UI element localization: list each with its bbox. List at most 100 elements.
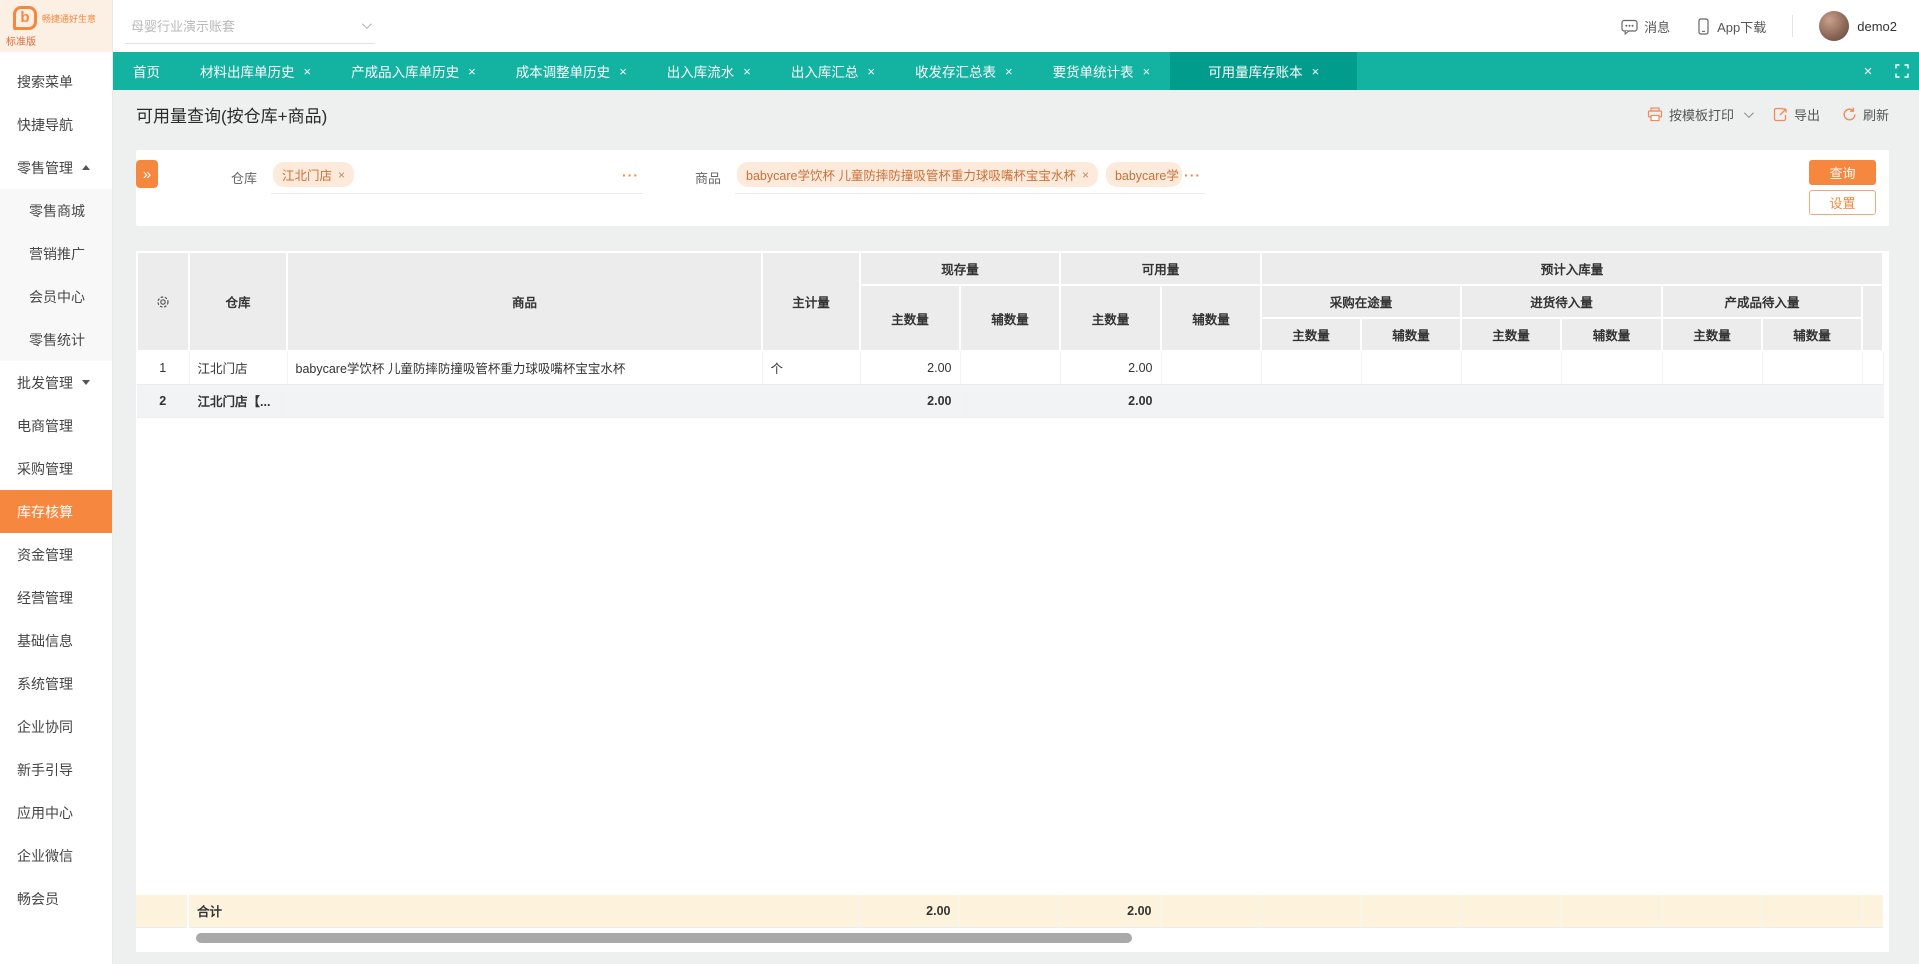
sidebar-item-retail-mall[interactable]: 零售商城 [0, 189, 112, 232]
cell-available-main-qty: 2.00 [1060, 384, 1162, 418]
header-finished-pending-aux-qty: 辅数量 [1761, 317, 1864, 352]
tab-material-outbound-history[interactable]: 材料出库单历史 × [180, 52, 331, 90]
phone-icon [1698, 17, 1709, 35]
sidebar-item-operations-management[interactable]: 经营管理 [0, 576, 112, 619]
sidebar-item-search-menu[interactable]: 搜索菜单 [0, 60, 112, 103]
header-purchase-transit-aux-qty: 辅数量 [1360, 317, 1463, 352]
sidebar-item-enterprise-collab[interactable]: 企业协同 [0, 705, 112, 748]
horizontal-scrollbar[interactable] [136, 930, 1889, 946]
sidebar-item-marketing-promo[interactable]: 营销推广 [0, 232, 112, 275]
close-icon[interactable]: × [743, 63, 751, 79]
table-row[interactable]: 1 江北门店 babycare学饮杯 儿童防摔防撞吸管杯重力球吸嘴杯宝宝水杯 个… [137, 351, 1884, 385]
sidebar-item-ecommerce-management[interactable]: 电商管理 [0, 404, 112, 447]
sidebar-item-label: 营销推广 [29, 245, 85, 262]
header-finished-pending-main-qty: 主数量 [1661, 317, 1764, 352]
sidebar-item-basic-info[interactable]: 基础信息 [0, 619, 112, 662]
header-warehouse: 仓库 [188, 251, 288, 352]
warehouse-filter-field[interactable]: 江北门店 × ··· [271, 160, 644, 194]
print-by-template-button[interactable]: 按模板打印 [1647, 105, 1754, 124]
avatar [1819, 11, 1850, 41]
sidebar-item-retail-stats[interactable]: 零售统计 [0, 318, 112, 361]
app-download-label: App下载 [1717, 19, 1767, 35]
cell-empty [1761, 894, 1862, 928]
settings-button[interactable]: 设置 [1809, 190, 1876, 215]
cell-stock-main-qty: 2.00 [860, 384, 961, 418]
close-icon[interactable]: × [619, 63, 627, 79]
close-icon[interactable]: × [867, 63, 875, 79]
tag-close-icon[interactable]: × [338, 167, 346, 182]
sidebar-item-label: 畅会员 [17, 890, 59, 907]
tab-home[interactable]: 首页 [113, 52, 180, 90]
cell-available-main-qty: 2.00 [1060, 351, 1162, 385]
tab-cost-adjust-history[interactable]: 成本调整单历史 × [496, 52, 647, 90]
sidebar-item-member-center[interactable]: 会员中心 [0, 275, 112, 318]
tab-finished-inbound-history[interactable]: 产成品入库单历史 × [331, 52, 496, 90]
page-header: 可用量查询(按仓库+商品) 按模板打印 导出 刷新 [136, 90, 1889, 139]
tab-order-stats[interactable]: 要货单统计表 × [1033, 52, 1171, 90]
cell-empty [1762, 384, 1863, 418]
sidebar-item-system-management[interactable]: 系统管理 [0, 662, 112, 705]
total-label: 合计 [188, 894, 860, 928]
account-select[interactable]: 母婴行业演示账套 [125, 8, 375, 44]
tab-available-stock-ledger[interactable]: 可用量库存账本 × [1170, 52, 1358, 90]
user-menu[interactable]: demo2 [1819, 11, 1897, 41]
messages-button[interactable]: 消息 [1621, 17, 1670, 36]
cell-empty [1861, 894, 1883, 928]
export-label: 导出 [1793, 108, 1820, 123]
sidebar-item-enterprise-wechat[interactable]: 企业微信 [0, 834, 112, 877]
cell-empty [1561, 351, 1663, 385]
close-icon[interactable]: × [303, 63, 312, 79]
tab-label: 出入库流水 [666, 65, 735, 80]
sidebar-item-wholesale-management[interactable]: 批发管理 [0, 361, 112, 404]
sidebar-item-inventory-accounting[interactable]: 库存核算 [0, 490, 112, 533]
warehouse-tag[interactable]: 江北门店 × [273, 162, 355, 187]
product-tag[interactable]: babycare学饮杯 儿童防摔防撞吸管杯重力球吸嘴杯宝宝水杯 × [737, 162, 1098, 187]
app-download-button[interactable]: App下载 [1696, 17, 1766, 36]
close-icon[interactable]: × [1311, 63, 1320, 79]
tab-receive-send-summary[interactable]: 收发存汇总表 × [895, 52, 1033, 90]
sidebar-item-chang-member[interactable]: 畅会员 [0, 877, 112, 920]
close-icon[interactable]: × [1004, 63, 1013, 79]
collapse-filter-button[interactable]: » [136, 160, 158, 188]
fullscreen-button[interactable] [1885, 52, 1919, 90]
tab-inout-summary[interactable]: 出入库汇总 × [771, 52, 895, 90]
tab-label: 成本调整单历史 [515, 65, 611, 80]
sidebar-item-purchase-management[interactable]: 采购管理 [0, 447, 112, 490]
cell-empty [1862, 351, 1884, 385]
scrollbar-thumb[interactable] [196, 933, 1132, 943]
cell-empty [1662, 384, 1763, 418]
chevron-down-icon [82, 380, 90, 385]
export-button[interactable]: 导出 [1773, 105, 1820, 124]
sidebar-item-quick-nav[interactable]: 快捷导航 [0, 103, 112, 146]
cell-empty [1560, 894, 1662, 928]
column-settings-button[interactable] [136, 251, 190, 352]
close-icon[interactable]: × [468, 63, 476, 79]
logo-area: b 畅捷通好生意 标准版 [0, 0, 112, 52]
refresh-button[interactable]: 刷新 [1842, 105, 1889, 124]
query-button[interactable]: 查询 [1809, 160, 1876, 185]
header-stock-main-qty: 主数量 [859, 284, 961, 352]
printer-icon [1647, 107, 1663, 122]
product-more-button[interactable]: ··· [1184, 166, 1202, 183]
tab-inout-flow[interactable]: 出入库流水 × [647, 52, 771, 90]
close-all-tabs-button[interactable]: × [1851, 52, 1885, 90]
tabbar: 首页 材料出库单历史 × 产成品入库单历史 × 成本调整单历史 × 出入库流水 × 出入… [113, 52, 1919, 90]
sidebar-item-label: 新手引导 [17, 761, 73, 778]
product-filter-field[interactable]: babycare学饮杯 儿童防摔防撞吸管杯重力球吸嘴杯宝宝水杯 × babyca… [735, 160, 1206, 194]
tag-close-icon[interactable]: × [1081, 167, 1089, 182]
cell-empty [1461, 351, 1562, 385]
header-purchase-transit-main-qty: 主数量 [1260, 317, 1363, 352]
cell-empty [1261, 351, 1362, 385]
sidebar-item-retail-management[interactable]: 零售管理 [0, 146, 112, 189]
cell-empty [1461, 384, 1562, 418]
sidebar-item-funds-management[interactable]: 资金管理 [0, 533, 112, 576]
sidebar-item-beginner-guide[interactable]: 新手引导 [0, 748, 112, 791]
close-icon[interactable]: × [1142, 63, 1151, 79]
product-tag[interactable]: babycare学 [1105, 162, 1183, 187]
tab-label: 出入库汇总 [790, 65, 859, 80]
header-available-aux-qty: 辅数量 [1160, 284, 1263, 352]
warehouse-more-button[interactable]: ··· [622, 166, 640, 183]
table-row-subtotal[interactable]: 2 江北门店【... 2.00 2.00 [137, 384, 1884, 418]
sidebar-item-app-center[interactable]: 应用中心 [0, 791, 112, 834]
product-filter-label: 商品 [695, 171, 722, 186]
